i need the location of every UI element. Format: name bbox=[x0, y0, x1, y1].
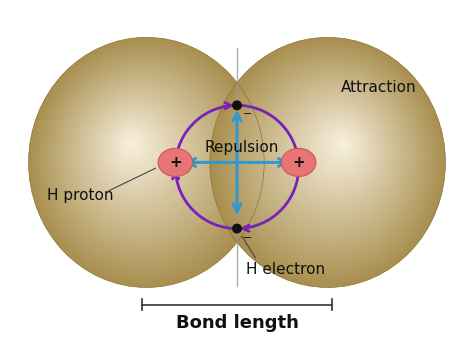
Ellipse shape bbox=[327, 130, 356, 162]
Ellipse shape bbox=[277, 90, 394, 215]
Text: +: + bbox=[169, 155, 182, 170]
Ellipse shape bbox=[273, 88, 397, 219]
Ellipse shape bbox=[300, 109, 377, 190]
Ellipse shape bbox=[84, 96, 191, 208]
Ellipse shape bbox=[213, 40, 443, 284]
Ellipse shape bbox=[317, 122, 364, 172]
Ellipse shape bbox=[243, 64, 420, 251]
Ellipse shape bbox=[28, 37, 264, 288]
Circle shape bbox=[232, 100, 242, 110]
Ellipse shape bbox=[282, 148, 316, 176]
Ellipse shape bbox=[72, 82, 207, 226]
Ellipse shape bbox=[120, 133, 144, 158]
Ellipse shape bbox=[92, 104, 181, 197]
Ellipse shape bbox=[310, 117, 369, 180]
Ellipse shape bbox=[217, 43, 440, 280]
Ellipse shape bbox=[227, 51, 433, 270]
Ellipse shape bbox=[128, 141, 134, 147]
Ellipse shape bbox=[237, 58, 425, 259]
Ellipse shape bbox=[49, 58, 237, 259]
Ellipse shape bbox=[313, 120, 366, 176]
Ellipse shape bbox=[77, 88, 201, 219]
Ellipse shape bbox=[264, 80, 405, 230]
Ellipse shape bbox=[223, 48, 435, 273]
Ellipse shape bbox=[41, 51, 247, 270]
Ellipse shape bbox=[297, 106, 379, 194]
Text: H proton: H proton bbox=[47, 188, 113, 203]
Ellipse shape bbox=[337, 138, 349, 151]
Ellipse shape bbox=[324, 127, 359, 165]
Ellipse shape bbox=[230, 53, 430, 266]
Ellipse shape bbox=[46, 56, 241, 262]
Ellipse shape bbox=[36, 45, 254, 277]
Ellipse shape bbox=[253, 72, 412, 241]
Ellipse shape bbox=[100, 112, 171, 187]
Ellipse shape bbox=[340, 141, 346, 147]
Ellipse shape bbox=[69, 80, 210, 230]
Ellipse shape bbox=[62, 72, 221, 241]
Ellipse shape bbox=[233, 56, 428, 262]
Ellipse shape bbox=[67, 77, 214, 233]
Ellipse shape bbox=[110, 122, 157, 172]
Ellipse shape bbox=[64, 75, 218, 237]
Ellipse shape bbox=[54, 64, 231, 251]
Text: Attraction: Attraction bbox=[341, 80, 417, 95]
Ellipse shape bbox=[118, 130, 147, 162]
Ellipse shape bbox=[39, 48, 251, 273]
Text: −: − bbox=[243, 233, 253, 243]
Ellipse shape bbox=[125, 138, 137, 151]
Ellipse shape bbox=[283, 96, 390, 208]
Ellipse shape bbox=[334, 136, 351, 154]
Ellipse shape bbox=[246, 67, 418, 248]
Ellipse shape bbox=[31, 40, 261, 284]
Ellipse shape bbox=[270, 85, 400, 223]
Text: −: − bbox=[243, 109, 253, 119]
Circle shape bbox=[232, 224, 242, 233]
Ellipse shape bbox=[56, 67, 228, 248]
Ellipse shape bbox=[220, 45, 438, 277]
Ellipse shape bbox=[210, 37, 446, 288]
Ellipse shape bbox=[59, 69, 224, 244]
Ellipse shape bbox=[80, 90, 197, 215]
Ellipse shape bbox=[82, 93, 194, 212]
Ellipse shape bbox=[320, 125, 361, 169]
Ellipse shape bbox=[34, 43, 257, 280]
Ellipse shape bbox=[303, 112, 374, 187]
Text: Repulsion: Repulsion bbox=[204, 139, 279, 155]
Ellipse shape bbox=[287, 98, 387, 205]
Ellipse shape bbox=[108, 120, 161, 176]
Ellipse shape bbox=[123, 136, 140, 154]
Ellipse shape bbox=[290, 101, 384, 201]
Ellipse shape bbox=[87, 98, 187, 205]
Ellipse shape bbox=[250, 69, 415, 244]
Ellipse shape bbox=[256, 75, 410, 237]
Ellipse shape bbox=[280, 93, 392, 212]
Ellipse shape bbox=[95, 106, 177, 194]
Ellipse shape bbox=[158, 148, 192, 176]
Ellipse shape bbox=[293, 104, 382, 197]
Ellipse shape bbox=[52, 61, 234, 255]
Ellipse shape bbox=[105, 117, 164, 180]
Ellipse shape bbox=[330, 133, 354, 158]
Text: Bond length: Bond length bbox=[175, 314, 299, 332]
Ellipse shape bbox=[240, 61, 422, 255]
Ellipse shape bbox=[115, 127, 150, 165]
Ellipse shape bbox=[90, 101, 184, 201]
Ellipse shape bbox=[74, 85, 204, 223]
Text: +: + bbox=[292, 155, 305, 170]
Ellipse shape bbox=[307, 114, 372, 183]
Ellipse shape bbox=[260, 77, 407, 233]
Ellipse shape bbox=[267, 82, 402, 226]
Text: H electron: H electron bbox=[246, 262, 325, 277]
Ellipse shape bbox=[97, 109, 174, 190]
Ellipse shape bbox=[102, 114, 167, 183]
Ellipse shape bbox=[44, 53, 244, 266]
Ellipse shape bbox=[113, 125, 154, 169]
